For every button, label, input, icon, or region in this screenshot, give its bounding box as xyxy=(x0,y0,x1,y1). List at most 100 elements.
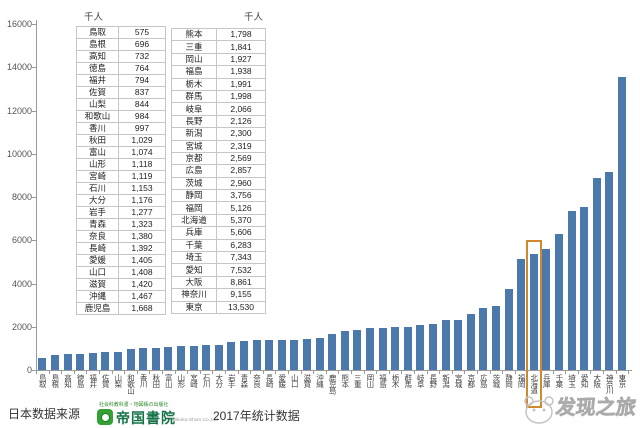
y-axis-unit-label: 千人 xyxy=(84,12,104,23)
x-axis-label: 山形 xyxy=(176,374,186,387)
x-axis-label: 兵庫 xyxy=(542,374,552,387)
legend-row: 滋賀 1,420 xyxy=(76,278,166,291)
x-tick-mark xyxy=(464,371,466,374)
prefecture-name-cell: 栃木 xyxy=(171,77,217,91)
legend-row: 福岡 5,126 xyxy=(171,201,266,215)
population-value-cell: 984 xyxy=(118,110,166,123)
bar-兵庫 xyxy=(542,248,551,370)
legend-row: 愛知 7,532 xyxy=(171,263,266,277)
y-tick-label: 12000 xyxy=(6,105,32,116)
y-tick-label: 0 xyxy=(26,365,32,375)
x-tick-mark xyxy=(124,371,126,374)
population-value-cell: 696 xyxy=(118,38,166,51)
legend-row: 佐賀 837 xyxy=(76,86,166,99)
publisher-tagline: 社会科教科書・地図帳の出版社 xyxy=(99,401,169,408)
population-value-cell: 7,343 xyxy=(216,251,266,265)
population-value-cell: 5,370 xyxy=(216,213,266,228)
population-value-cell: 837 xyxy=(118,86,166,99)
x-axis-label: 鳥取 xyxy=(38,374,48,387)
data-source-text: 日本数据来源 xyxy=(8,407,81,421)
x-axis xyxy=(36,370,632,371)
x-axis-label: 宮城 xyxy=(454,374,464,387)
bar-長野 xyxy=(428,324,437,370)
x-tick-mark xyxy=(451,371,453,374)
population-value-cell: 5,606 xyxy=(216,226,266,240)
y-tick-mark xyxy=(32,153,36,155)
bar-埼玉 xyxy=(567,211,576,370)
legend-row: 北海道 5,370 xyxy=(171,213,266,228)
y-tick-label: 8000 xyxy=(11,192,32,202)
prefecture-name-cell: 群馬 xyxy=(171,89,217,104)
bar-富山 xyxy=(164,346,173,370)
population-value-cell: 9,155 xyxy=(216,288,266,302)
x-axis-label: 秋田 xyxy=(151,374,161,387)
x-tick-mark xyxy=(199,371,201,374)
x-tick-mark xyxy=(388,371,390,374)
population-value-cell: 1,119 xyxy=(118,170,166,183)
prefecture-name-cell: 大阪 xyxy=(171,275,217,290)
y-tick-label: 14000 xyxy=(6,62,32,73)
x-tick-mark xyxy=(237,371,239,374)
x-tick-mark xyxy=(590,371,592,374)
prefecture-name-cell: 愛媛 xyxy=(76,254,119,267)
population-value-cell: 2,300 xyxy=(216,127,266,141)
population-value-cell: 2,960 xyxy=(216,176,266,191)
population-value-cell: 2,319 xyxy=(216,139,266,153)
prefecture-name-cell: 山形 xyxy=(76,158,119,171)
x-axis-label: 岐阜 xyxy=(416,374,426,387)
legend-row: 島根 696 xyxy=(76,38,166,51)
legend-row: 沖縄 1,467 xyxy=(76,290,166,303)
legend-row: 茨城 2,960 xyxy=(171,176,266,191)
bar-東京 xyxy=(617,77,626,370)
x-axis-label: 愛知 xyxy=(580,374,590,387)
population-value-cell: 1,029 xyxy=(118,134,166,147)
x-tick-mark xyxy=(288,371,289,374)
bar-鳥取 xyxy=(38,357,47,370)
bar-愛媛 xyxy=(277,339,286,370)
y-tick-mark xyxy=(32,197,36,198)
population-value-cell: 1,118 xyxy=(118,158,166,171)
x-tick-mark xyxy=(615,371,617,374)
x-tick-mark xyxy=(187,371,189,374)
prefecture-name-cell: 福井 xyxy=(76,74,119,87)
legend-row: 岡山 1,927 xyxy=(171,52,266,67)
prefecture-name-cell: 秋田 xyxy=(76,134,119,147)
x-tick-mark xyxy=(489,371,491,374)
population-value-cell: 1,392 xyxy=(118,242,166,255)
x-tick-mark xyxy=(313,371,315,374)
table-unit-label: 千人 xyxy=(244,12,264,23)
bar-福井 xyxy=(88,352,97,370)
population-value-cell: 2,569 xyxy=(216,151,266,166)
x-axis-label: 福岡 xyxy=(517,374,527,387)
y-tick-mark xyxy=(32,24,36,25)
bar-広島 xyxy=(479,308,488,370)
y-tick-mark xyxy=(32,67,36,69)
mascot-watermark-icon xyxy=(524,396,554,424)
x-axis-label: 宮崎 xyxy=(189,374,199,387)
legend-row: 香川 997 xyxy=(76,122,166,135)
x-axis-label: 東京 xyxy=(617,374,627,387)
prefecture-name-cell: 茨城 xyxy=(171,176,217,191)
population-value-cell: 2,857 xyxy=(216,164,266,178)
population-value-cell: 7,532 xyxy=(216,263,266,277)
x-axis-label: 群馬 xyxy=(403,374,413,387)
x-tick-mark xyxy=(48,371,50,374)
bar-山口 xyxy=(290,339,299,370)
prefecture-name-cell: 静岡 xyxy=(171,189,217,203)
bar-三重 xyxy=(353,330,362,370)
population-value-cell: 2,126 xyxy=(216,114,266,129)
legend-row: 岐阜 2,066 xyxy=(171,102,266,116)
prefecture-name-cell: 徳島 xyxy=(76,62,119,75)
legend-row: 神奈川 9,155 xyxy=(171,288,266,302)
bar-茨城 xyxy=(491,306,500,370)
population-value-cell: 3,756 xyxy=(216,189,266,203)
prefecture-name-cell: 愛知 xyxy=(171,263,217,277)
prefecture-name-cell: 青森 xyxy=(76,218,119,231)
x-axis-label: 奈良 xyxy=(252,374,262,387)
prefecture-name-cell: 富山 xyxy=(76,146,119,159)
x-tick-mark xyxy=(628,371,630,374)
legend-row: 三重 1,841 xyxy=(171,40,266,54)
prefecture-name-cell: 山梨 xyxy=(76,98,119,111)
legend-row: 京都 2,569 xyxy=(171,151,266,166)
x-tick-mark xyxy=(376,371,378,374)
